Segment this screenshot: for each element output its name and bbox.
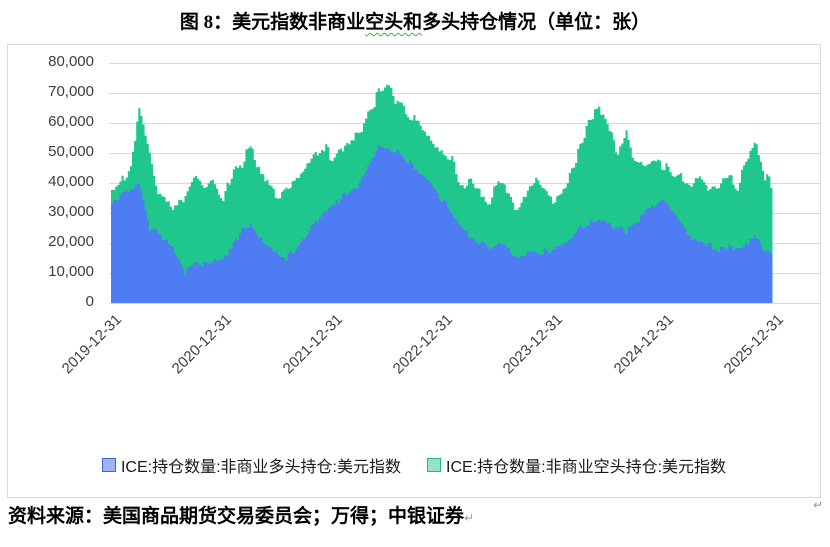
source-text: 资料来源：美国商品期货交易委员会；万得；中银证券	[8, 506, 465, 527]
legend-label: ICE:持仓数量:非商业空头持仓:美元指数	[446, 459, 727, 476]
gridline	[109, 183, 821, 184]
gridline	[109, 153, 821, 154]
source-note: 资料来源：美国商品期货交易委员会；万得；中银证券↵	[8, 501, 474, 528]
x-axis-label: 2024-12-31	[610, 311, 677, 378]
gridline	[109, 63, 821, 64]
y-axis-label: 40,000	[48, 173, 94, 190]
y-axis-label: 30,000	[48, 203, 94, 220]
legend: ICE:持仓数量:非商业多头持仓:美元指数 ICE:持仓数量:非商业空头持仓:美元…	[8, 453, 820, 477]
long-positions-area	[111, 145, 773, 303]
gridline	[109, 123, 821, 124]
title-wavy-underlined: 空头和	[365, 12, 423, 33]
title-prefix: 图 8：美元指数非商业	[179, 12, 366, 33]
x-axis-label: 2023-12-31	[500, 311, 567, 378]
y-axis-label: 80,000	[48, 53, 94, 70]
paragraph-mark-icon: ↵	[464, 511, 475, 525]
gridline	[109, 303, 821, 304]
legend-swatch-icon	[427, 458, 441, 472]
legend-swatch-icon	[101, 458, 116, 472]
y-axis-label: 10,000	[48, 263, 94, 280]
y-axis-label: 50,000	[48, 143, 94, 160]
y-axis-label: 20,000	[48, 233, 94, 250]
x-axis-label: 2022-12-31	[389, 311, 457, 378]
x-axis-label: 2020-12-31	[169, 311, 236, 378]
legend-item: ICE:持仓数量:非商业多头持仓:美元指数	[101, 453, 401, 477]
legend-label: ICE:持仓数量:非商业多头持仓:美元指数	[120, 459, 401, 476]
y-axis-label: 70,000	[48, 83, 94, 100]
x-axis-label: 2021-12-31	[279, 311, 346, 378]
y-axis-label: 60,000	[48, 113, 94, 130]
chart-container: 80,000 70,000 60,000 50,000 40,000 30,000 20,0…	[7, 44, 821, 498]
paragraph-mark-icon: ↵	[813, 498, 824, 512]
area-series-plot	[111, 84, 773, 303]
title-suffix: 多头持仓情况（单位：张）	[422, 12, 651, 33]
legend-item: ICE:持仓数量:非商业空头持仓:美元指数	[427, 453, 726, 477]
x-axis-label: 2025-12-31	[720, 311, 788, 378]
x-axis-label: 2019-12-31	[58, 311, 126, 378]
y-axis-label: 0	[85, 293, 94, 310]
chart-title: 图 8：美元指数非商业空头和多头持仓情况（单位：张）	[0, 7, 830, 34]
gridline	[109, 93, 821, 94]
